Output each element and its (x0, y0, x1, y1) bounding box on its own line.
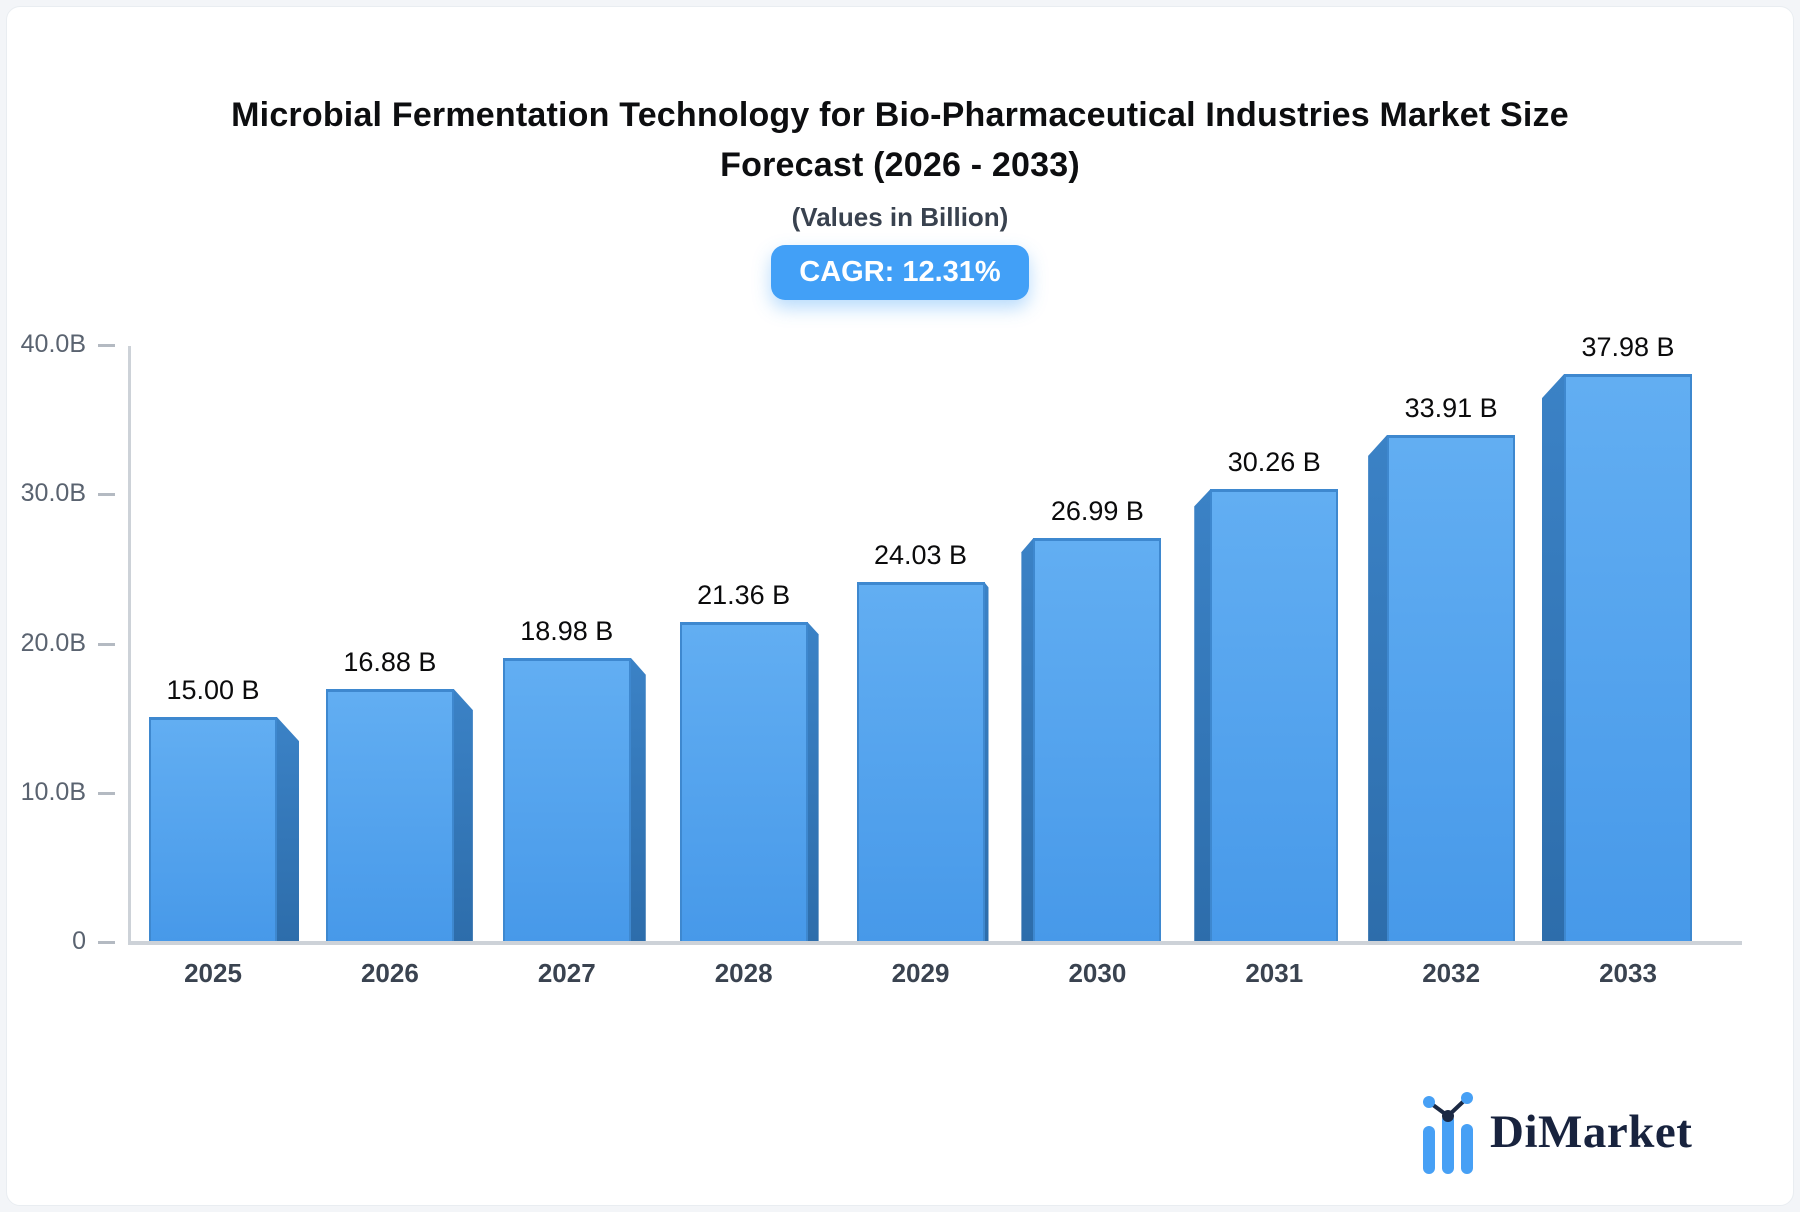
bar-side-2031 (1194, 489, 1211, 941)
bar-value-label-2027: 18.98 B (520, 615, 614, 646)
x-axis-label-2025: 2025 (184, 958, 242, 988)
bar-value-label-2033: 37.98 B (1581, 332, 1675, 363)
y-tick-dash (98, 941, 115, 944)
x-axis-label-2032: 2032 (1422, 958, 1481, 988)
chart-title-line-2: Forecast (2026 - 2033) (720, 146, 1080, 184)
x-axis-line (128, 941, 1742, 945)
bar-2025 (149, 717, 277, 941)
bar-chart-logo-icon (1423, 1092, 1473, 1174)
bar-side-2028 (807, 622, 819, 941)
brand-logo: DiMarket (1420, 1090, 1692, 1174)
bar-2032 (1387, 434, 1516, 941)
bar-2033 (1564, 374, 1692, 941)
bar-side-2032 (1368, 434, 1388, 941)
x-axis-label-2028: 2028 (714, 958, 773, 988)
chart-title: Microbial Fermentation Technology for Bi… (0, 90, 1800, 190)
bar-side-2027 (630, 657, 646, 941)
y-tick-dash (98, 344, 115, 347)
bar-2028 (679, 622, 808, 941)
bar-value-label-2030: 26.99 B (1050, 496, 1144, 527)
bar-2027 (502, 657, 631, 941)
cagr-badge: CAGR: 12.31% (771, 245, 1029, 300)
bar-side-2033 (1542, 374, 1564, 941)
y-axis-line (128, 346, 131, 945)
chart-title-line-1: Microbial Fermentation Technology for Bi… (231, 96, 1569, 134)
y-tick-label: 10.0B (20, 777, 86, 806)
x-axis-label-2033: 2033 (1599, 958, 1657, 988)
bar-2026 (325, 689, 454, 941)
bar-value-label-2026: 16.88 B (343, 647, 437, 678)
bar-side-2025 (277, 717, 299, 941)
x-axis-label-2026: 2026 (360, 958, 419, 988)
bar-side-2026 (453, 689, 473, 941)
bar-value-label-2028: 21.36 B (697, 580, 791, 611)
x-axis-label-2029: 2029 (891, 958, 950, 988)
y-tick-label: 30.0B (20, 479, 86, 508)
chart-header: Microbial Fermentation Technology for Bi… (0, 90, 1800, 300)
bar-2031 (1210, 489, 1339, 941)
chart-subtitle: (Values in Billion) (791, 202, 1009, 232)
bar-value-label-2032: 33.91 B (1404, 392, 1498, 423)
x-axis-label-2027: 2027 (537, 958, 596, 988)
y-tick-dash (98, 493, 115, 497)
y-tick-label: 40.0B (20, 330, 86, 358)
bar-value-label-2031: 30.26 B (1227, 447, 1321, 478)
y-tick-dash (98, 791, 115, 795)
y-tick-label: 20.0B (20, 628, 86, 657)
y-tick-label: 0 (72, 927, 86, 955)
y-tick-dash (98, 642, 115, 646)
bar-side-2030 (1021, 538, 1034, 941)
x-axis-label-2031: 2031 (1245, 958, 1304, 988)
x-axis-label-2030: 2030 (1068, 958, 1127, 988)
bar-2029 (856, 582, 985, 941)
bar-value-label-2025: 15.00 B (166, 675, 260, 706)
bar-2030 (1033, 538, 1162, 941)
bar-value-label-2029: 24.03 B (873, 540, 968, 571)
brand-name: DiMarket (1490, 1106, 1693, 1158)
bar-side-2029 (984, 582, 989, 941)
